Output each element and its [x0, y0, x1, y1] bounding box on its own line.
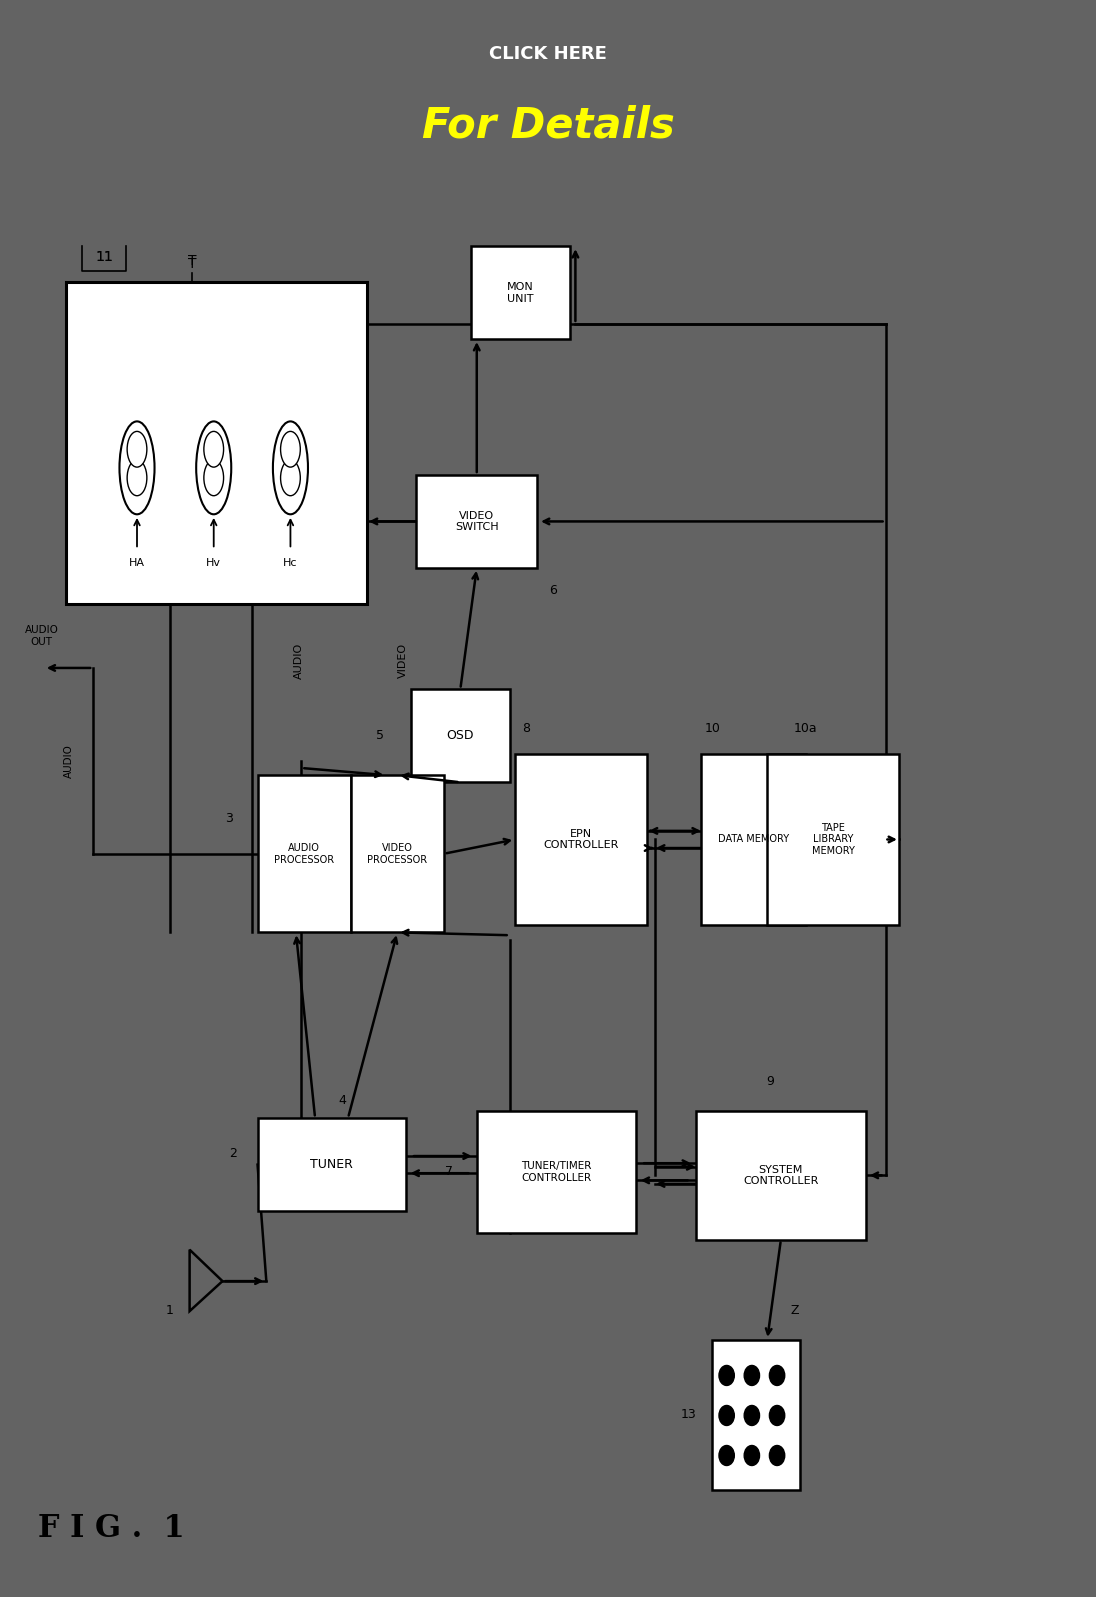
Text: Hc: Hc	[283, 557, 298, 569]
Text: 4: 4	[339, 1094, 346, 1107]
Text: AUDIO
PROCESSOR: AUDIO PROCESSOR	[274, 843, 334, 864]
Ellipse shape	[196, 422, 231, 514]
Text: 8: 8	[522, 722, 530, 735]
Ellipse shape	[204, 431, 224, 468]
Text: 5: 5	[376, 730, 384, 743]
Ellipse shape	[204, 460, 224, 495]
Text: VIDEO
SWITCH: VIDEO SWITCH	[455, 511, 499, 532]
Text: AUDIO: AUDIO	[64, 744, 75, 778]
Bar	[351, 775, 444, 933]
Ellipse shape	[127, 460, 147, 495]
Ellipse shape	[273, 422, 308, 514]
Bar	[416, 474, 537, 569]
Text: MON
UNIT: MON UNIT	[507, 283, 534, 303]
Circle shape	[744, 1365, 760, 1386]
Text: VIDEO
PROCESSOR: VIDEO PROCESSOR	[367, 843, 427, 864]
Circle shape	[719, 1365, 734, 1386]
Circle shape	[719, 1405, 734, 1426]
Text: 10a: 10a	[794, 722, 818, 735]
Text: CLICK HERE: CLICK HERE	[489, 45, 607, 62]
Text: SYSTEM
CONTROLLER: SYSTEM CONTROLLER	[743, 1164, 819, 1187]
Text: OSD: OSD	[446, 730, 475, 743]
Text: 2: 2	[229, 1148, 238, 1161]
Ellipse shape	[127, 431, 147, 468]
Text: Hv: Hv	[206, 557, 221, 569]
Text: TUNER/TIMER
CONTROLLER: TUNER/TIMER CONTROLLER	[521, 1161, 592, 1183]
Text: 11: 11	[95, 249, 113, 264]
Bar	[411, 690, 510, 783]
Text: Z: Z	[790, 1305, 799, 1318]
Circle shape	[769, 1405, 785, 1426]
Text: AUDIO: AUDIO	[294, 642, 304, 679]
Text: VIDEO: VIDEO	[398, 644, 408, 679]
Text: EPN
CONTROLLER: EPN CONTROLLER	[544, 829, 618, 850]
Ellipse shape	[281, 431, 300, 468]
Text: 13: 13	[681, 1409, 696, 1421]
Bar	[515, 754, 647, 925]
Text: For Details: For Details	[422, 105, 674, 147]
Text: T: T	[187, 254, 196, 268]
Text: 7: 7	[445, 1166, 453, 1179]
Bar	[477, 1112, 636, 1233]
Text: 11: 11	[95, 249, 113, 264]
Text: 3: 3	[226, 811, 233, 824]
Circle shape	[769, 1365, 785, 1386]
Text: T: T	[187, 257, 196, 271]
Bar	[258, 1118, 406, 1211]
Circle shape	[744, 1445, 760, 1466]
Text: 10: 10	[705, 722, 720, 735]
Bar	[696, 1112, 866, 1239]
Text: 6: 6	[549, 583, 558, 597]
Bar	[258, 775, 351, 933]
Ellipse shape	[281, 460, 300, 495]
Circle shape	[744, 1405, 760, 1426]
Ellipse shape	[119, 422, 155, 514]
Bar	[701, 754, 806, 925]
Text: HA: HA	[129, 557, 145, 569]
Text: 1: 1	[165, 1305, 174, 1318]
Text: AUDIO
OUT: AUDIO OUT	[25, 624, 58, 647]
Text: TAPE
LIBRARY
MEMORY: TAPE LIBRARY MEMORY	[811, 822, 855, 856]
Bar	[66, 283, 367, 604]
Text: 9: 9	[766, 1075, 774, 1088]
Bar	[471, 246, 570, 339]
Text: TUNER: TUNER	[310, 1158, 353, 1171]
Text: DATA MEMORY: DATA MEMORY	[718, 835, 789, 845]
Circle shape	[769, 1445, 785, 1466]
Bar	[712, 1340, 800, 1490]
Circle shape	[719, 1445, 734, 1466]
Text: F I G .  1: F I G . 1	[38, 1512, 185, 1544]
Bar	[767, 754, 899, 925]
